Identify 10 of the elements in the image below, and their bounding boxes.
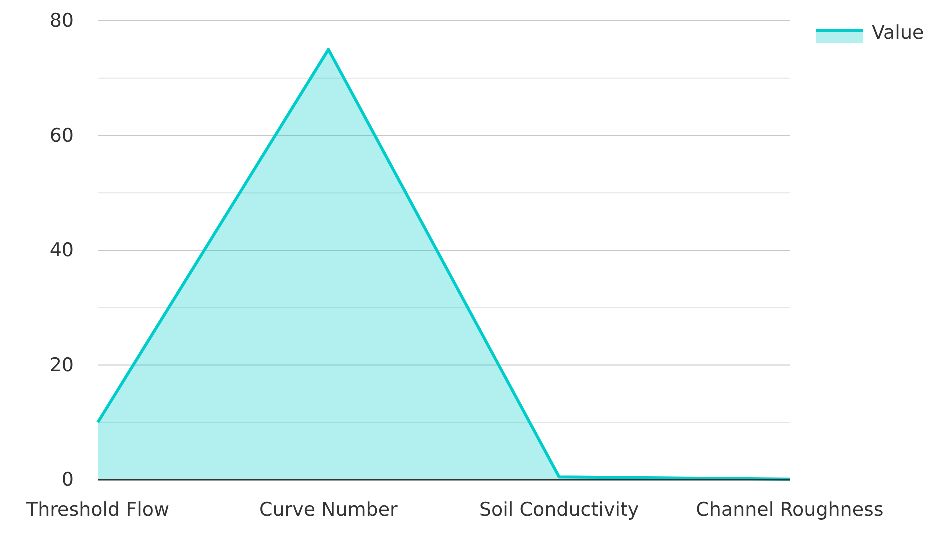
legend-label: Value [872,22,924,44]
x-tick-label: Curve Number [259,499,398,521]
x-tick-label: Soil Conductivity [479,499,640,521]
x-tick-label: Channel Roughness [696,499,884,521]
y-tick-label: 40 [50,240,74,262]
x-tick-label: Threshold Flow [25,499,170,521]
y-tick-label: 0 [62,469,74,492]
y-tick-label: 20 [50,354,74,376]
y-tick-label: 60 [50,124,74,147]
y-tick-label: 80 [50,10,74,32]
